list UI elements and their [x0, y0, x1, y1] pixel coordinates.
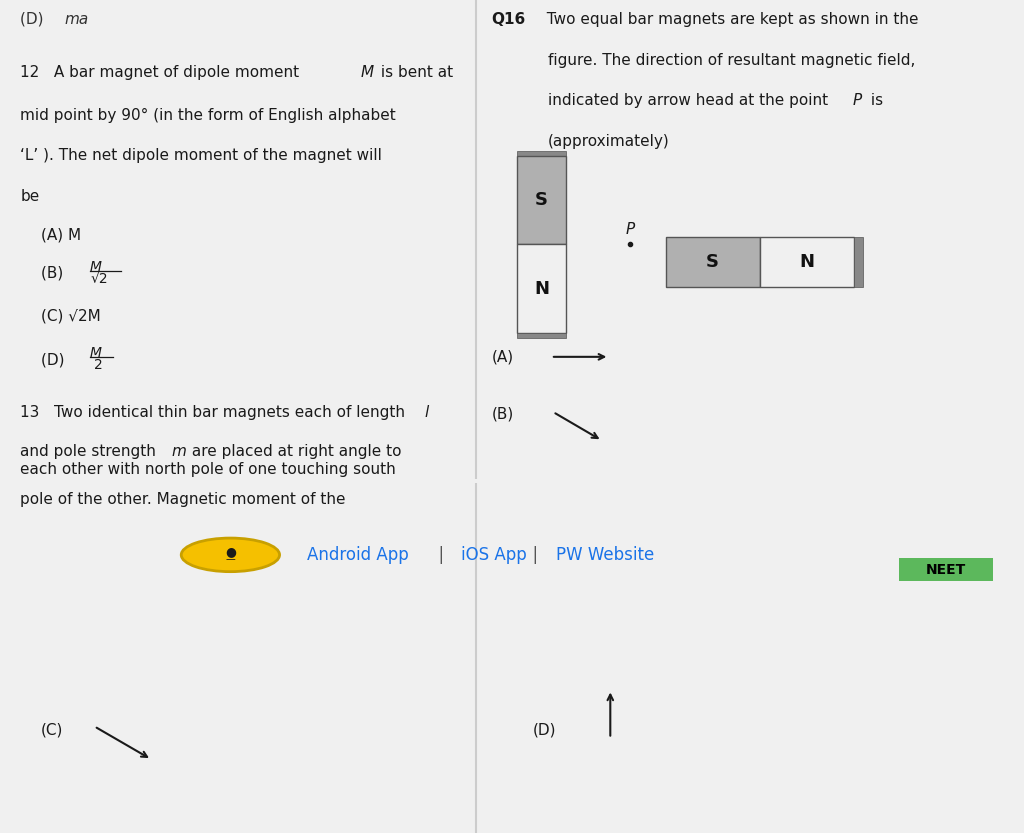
- Text: (B): (B): [41, 266, 68, 281]
- Bar: [517, 151, 566, 156]
- Text: each other with north pole of one touching south: each other with north pole of one touchi…: [20, 461, 396, 476]
- Bar: [517, 156, 566, 244]
- Text: 13   Two identical thin bar magnets each of length: 13 Two identical thin bar magnets each o…: [20, 405, 411, 420]
- Text: |: |: [428, 546, 455, 564]
- Bar: [517, 244, 566, 333]
- Text: (B): (B): [492, 407, 514, 421]
- Text: P: P: [625, 222, 635, 237]
- Text: iOS App: iOS App: [461, 546, 526, 564]
- Text: (C) √2M: (C) √2M: [41, 309, 100, 324]
- Text: m: m: [171, 445, 186, 460]
- Text: (A): (A): [492, 349, 514, 364]
- Text: NEET: NEET: [926, 562, 967, 576]
- Text: mid point by 90° (in the form of English alphabet: mid point by 90° (in the form of English…: [20, 107, 396, 122]
- Text: Android App: Android App: [307, 546, 409, 564]
- Text: figure. The direction of resultant magnetic field,: figure. The direction of resultant magne…: [548, 52, 915, 67]
- Text: |: |: [522, 546, 549, 564]
- Circle shape: [181, 538, 280, 571]
- Text: √2: √2: [90, 272, 108, 286]
- Bar: [666, 237, 675, 287]
- Text: is bent at: is bent at: [376, 65, 453, 80]
- Text: S: S: [707, 253, 719, 272]
- Text: (D): (D): [20, 12, 49, 27]
- Text: (D): (D): [532, 722, 556, 737]
- Bar: [854, 237, 863, 287]
- Text: ●: ●: [225, 546, 236, 559]
- Text: PW Website: PW Website: [556, 546, 654, 564]
- Bar: [517, 333, 566, 337]
- Text: are placed at right angle to: are placed at right angle to: [187, 445, 401, 460]
- Text: M: M: [90, 347, 102, 361]
- Text: and pole strength: and pole strength: [20, 445, 161, 460]
- Text: 12   A bar magnet of dipole moment: 12 A bar magnet of dipole moment: [20, 65, 304, 80]
- Text: pole of the other. Magnetic moment of the: pole of the other. Magnetic moment of th…: [20, 491, 346, 507]
- Text: indicated by arrow head at the point: indicated by arrow head at the point: [548, 93, 833, 108]
- Text: ma: ma: [65, 12, 89, 27]
- Text: —: —: [225, 554, 236, 564]
- Text: S: S: [536, 191, 548, 209]
- Text: M: M: [90, 260, 102, 274]
- Bar: [666, 237, 760, 287]
- Text: M: M: [360, 65, 374, 80]
- Text: P: P: [853, 93, 862, 108]
- Text: N: N: [800, 253, 814, 272]
- Text: (C): (C): [41, 722, 63, 737]
- Bar: [899, 558, 993, 581]
- Text: (A) M: (A) M: [41, 227, 81, 242]
- Text: is: is: [866, 93, 884, 108]
- Text: (approximately): (approximately): [548, 134, 670, 149]
- Text: N: N: [535, 280, 549, 297]
- Text: (D): (D): [41, 352, 70, 367]
- Bar: [760, 237, 854, 287]
- Text: Two equal bar magnets are kept as shown in the: Two equal bar magnets are kept as shown …: [537, 12, 919, 27]
- Text: ‘L’ ). The net dipole moment of the magnet will: ‘L’ ). The net dipole moment of the magn…: [20, 148, 382, 163]
- Text: l: l: [425, 405, 429, 420]
- Text: Q16: Q16: [492, 12, 525, 27]
- Text: 2: 2: [94, 358, 103, 372]
- Text: be: be: [20, 189, 40, 204]
